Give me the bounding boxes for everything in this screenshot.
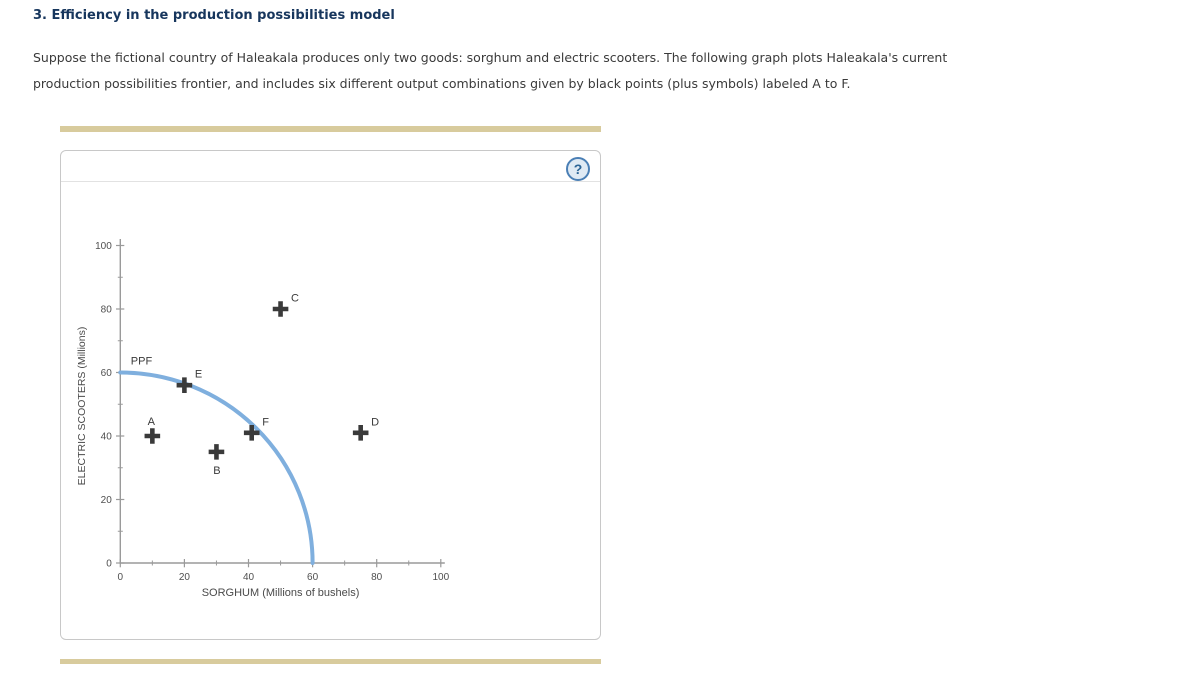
point-B-label: B [213,465,220,477]
question-mark-icon: ? [573,161,583,177]
page-title: 3. Efficiency in the production possibil… [33,8,395,23]
point-F-plus-icon [243,425,260,441]
x-tick-label: 60 [307,572,319,583]
point-C-label: C [291,293,299,305]
intro-paragraph: Suppose the fictional country of Haleaka… [33,45,947,97]
x-tick-label: 0 [118,572,124,583]
x-tick-label: 80 [371,572,383,583]
y-tick-label: 20 [101,495,113,506]
ppf-curve-label: PPF [131,356,153,368]
y-tick-label: 100 [95,241,112,252]
panel-header: ? [61,151,600,182]
point-A-label: A [148,416,156,428]
point-C-plus-icon [272,301,289,317]
y-tick-label: 0 [106,559,112,570]
question-panel: ? 0 20 40 60 80 100 0 20 40 60 80 100 SORGHUM (Milli… [60,150,601,640]
y-tick-label: 60 [101,368,113,379]
accent-bar-top [60,126,601,132]
x-axis-title: SORGHUM (Millions of bushels) [202,587,360,599]
x-tick-label: 40 [243,572,255,583]
y-axis-title: ELECTRIC SCOOTERS (Millions) [76,327,88,486]
intro-line-2: production possibilities frontier, and i… [33,76,851,91]
point-E-label: E [195,369,202,381]
point-A-plus-icon [144,428,161,444]
y-tick-label: 80 [101,305,113,316]
point-F-label: F [262,416,269,428]
point-E-plus-icon [176,377,193,393]
intro-line-1: Suppose the fictional country of Haleaka… [33,50,948,65]
point-D-plus-icon [352,425,369,441]
x-tick-label: 100 [432,572,449,583]
point-D-label: D [371,416,379,428]
point-B-plus-icon [208,444,225,460]
x-tick-label: 20 [179,572,191,583]
ppf-chart: 0 20 40 60 80 100 0 20 40 60 80 100 SORGHUM (Million… [76,239,450,599]
help-button[interactable]: ? [566,157,590,181]
accent-bar-bottom [60,659,601,664]
ppf-curve [118,370,315,565]
y-tick-label: 40 [101,432,113,443]
